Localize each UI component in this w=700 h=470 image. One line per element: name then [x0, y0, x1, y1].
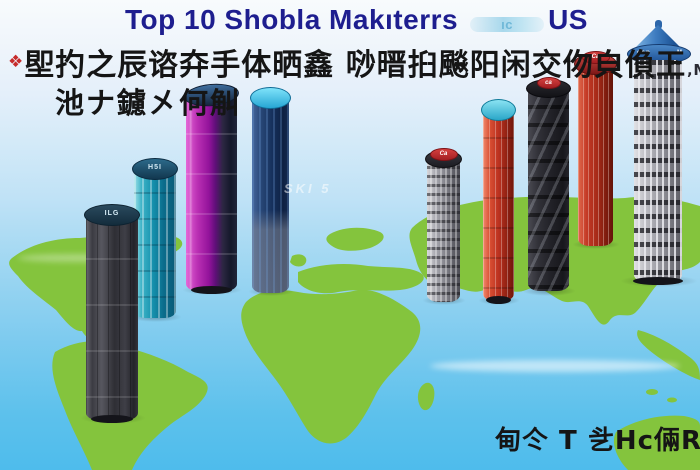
continent-africa	[241, 289, 421, 444]
page-title: Top 10 Shobla Makıterrs ıc US	[125, 4, 588, 36]
tower-dark-column: ILG	[84, 204, 140, 423]
tower-body	[634, 60, 682, 282]
island-madagascar	[417, 382, 435, 411]
title-suffix: US	[548, 4, 588, 35]
tower-base	[91, 415, 133, 423]
tower-black-column: ca	[526, 77, 571, 291]
tower-crimson-column: Ca	[574, 51, 617, 246]
garbled-text-line-1: ❖堲扚之辰谘㚏手体晒鑫 唦㬐㧮飈阳闲交伆㒵偩㠪‚M	[8, 40, 700, 84]
tower-red-column	[481, 99, 516, 304]
bottom-right-caption: 甸仒 T 乧Hc倆R	[495, 426, 700, 456]
roof-knob	[655, 20, 662, 29]
red-oval-logo: ca	[536, 77, 561, 89]
tower-base	[486, 296, 511, 304]
garbled-text: 堲扚之辰谘㚏手体晒鑫 唦㬐㧮飈阳闲交伆㒵偩㠪	[24, 48, 687, 83]
region-scandinavia	[326, 227, 384, 251]
tower-cap: ca	[526, 77, 571, 98]
island-dot	[646, 389, 658, 395]
faded-text-smudge: ıc	[470, 17, 545, 32]
tower-body	[427, 157, 460, 302]
tower-body	[252, 95, 289, 293]
tower-base	[191, 286, 232, 294]
tower-body	[186, 93, 237, 291]
band-logo-right: M	[677, 50, 683, 56]
continent-europe	[298, 264, 424, 294]
tower-base	[633, 277, 683, 285]
region-australia	[613, 415, 700, 470]
red-oval-logo: Ca	[581, 51, 610, 64]
cloud-streak	[430, 360, 680, 372]
garbled-text-line-2: 池ナ鑢㐅何觓	[55, 86, 242, 120]
cloud-streak	[18, 254, 138, 262]
tower-navy-column	[250, 87, 291, 293]
island-dot	[667, 397, 677, 403]
garbled-text-tail: ‚M	[686, 61, 700, 79]
tower-body	[86, 212, 138, 420]
ski-watermark: SKI 5	[284, 181, 332, 196]
band-logo-left: oan	[637, 50, 651, 56]
title-main: Top 10 Shobla Makıterrs	[125, 4, 459, 35]
tower-cap: H5I	[132, 158, 178, 180]
tower-cap-logo: H5I	[148, 164, 162, 171]
tower-purple-column	[183, 81, 240, 294]
tower-landmark: oan M	[627, 20, 691, 285]
tower-body	[483, 107, 514, 301]
tower-cap: Ca	[574, 51, 617, 75]
tower-body	[578, 61, 613, 246]
tower-teal-column: H5I	[132, 158, 178, 318]
tower-shadow	[522, 286, 576, 296]
tower-cap-logo: ILG	[104, 210, 120, 217]
island-britain	[290, 254, 307, 267]
tower-cap: ILG	[84, 204, 140, 226]
tower-cap	[250, 87, 291, 109]
tower-gray-column: Ca	[425, 148, 462, 302]
tower-body	[528, 87, 569, 291]
tower-cap	[481, 99, 516, 121]
region-southeast-asia	[637, 330, 700, 380]
red-seal-icon: ❖	[8, 52, 25, 72]
tower-body	[134, 166, 176, 318]
red-oval-logo: Ca	[429, 148, 458, 161]
tower-cap: Ca	[425, 148, 462, 168]
